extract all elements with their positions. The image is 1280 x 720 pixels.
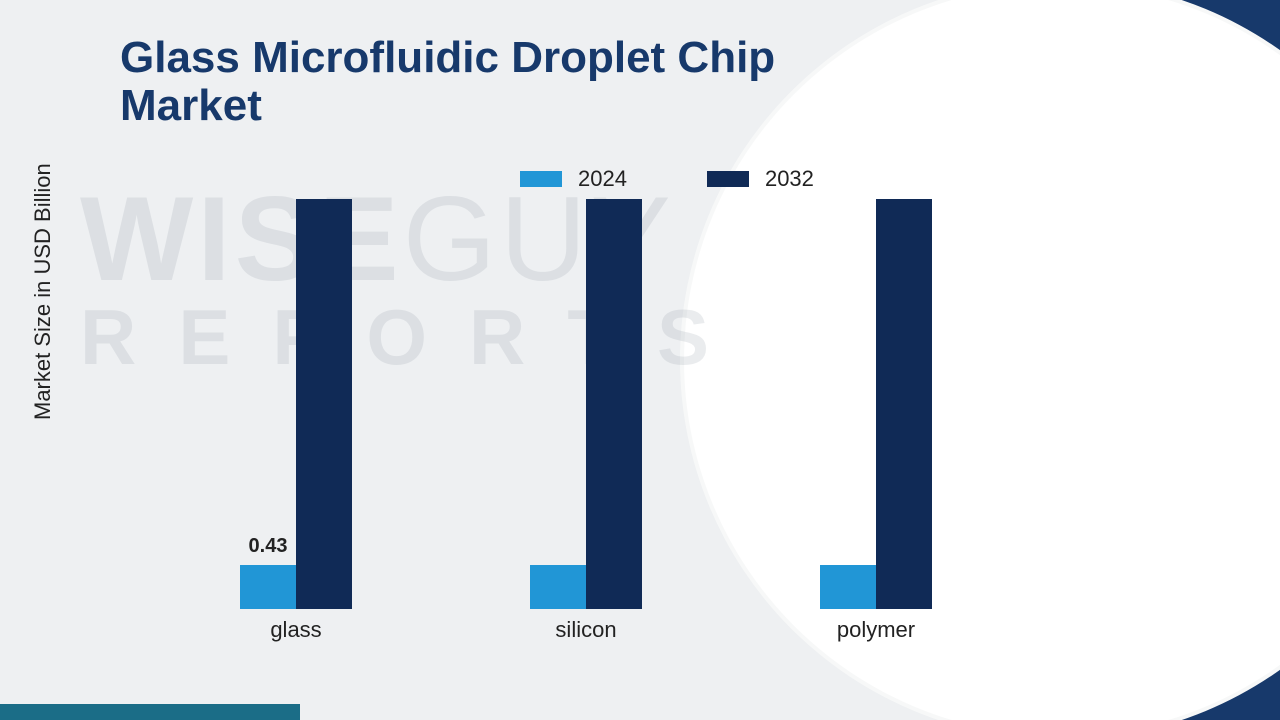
legend-item: 2032	[707, 166, 814, 192]
bar-group: polymer	[820, 199, 932, 609]
brand-line1-b: GUY	[1106, 33, 1174, 66]
bottom-accent-bar	[0, 704, 300, 720]
right-panel	[960, 0, 1280, 720]
x-axis-tick: silicon	[555, 617, 616, 643]
legend-label: 2024	[578, 166, 627, 192]
x-axis-tick: glass	[270, 617, 321, 643]
bar	[530, 565, 586, 609]
bar-value-label: 0.43	[249, 535, 288, 558]
bar: 0.43	[240, 565, 296, 609]
legend-swatch	[520, 171, 562, 187]
bar	[820, 565, 876, 609]
legend-item: 2024	[520, 166, 627, 192]
brand-line2: REPORTS	[1018, 66, 1174, 81]
bar	[296, 199, 352, 609]
bar	[586, 199, 642, 609]
x-axis-tick: polymer	[837, 617, 915, 643]
bar-group: silicon	[530, 199, 642, 609]
legend-label: 2032	[765, 166, 814, 192]
bar	[876, 199, 932, 609]
y-axis-label: Market Size in USD Billion	[30, 163, 56, 420]
brand-line1-a: WISE	[1025, 33, 1106, 66]
bar-group: 0.43glass	[240, 199, 352, 609]
brand-head-icon	[1182, 26, 1246, 90]
bar-chart: 0.43glasssiliconpolymer	[130, 200, 950, 650]
plot-area: 0.43glass silicon polymer	[180, 200, 950, 610]
brand-logo: WISEGUY REPORTS	[1018, 26, 1246, 90]
legend-swatch	[707, 171, 749, 187]
legend: 2024 2032	[520, 166, 814, 192]
chart-title: Glass Microfluidic Droplet Chip Market	[120, 34, 860, 129]
